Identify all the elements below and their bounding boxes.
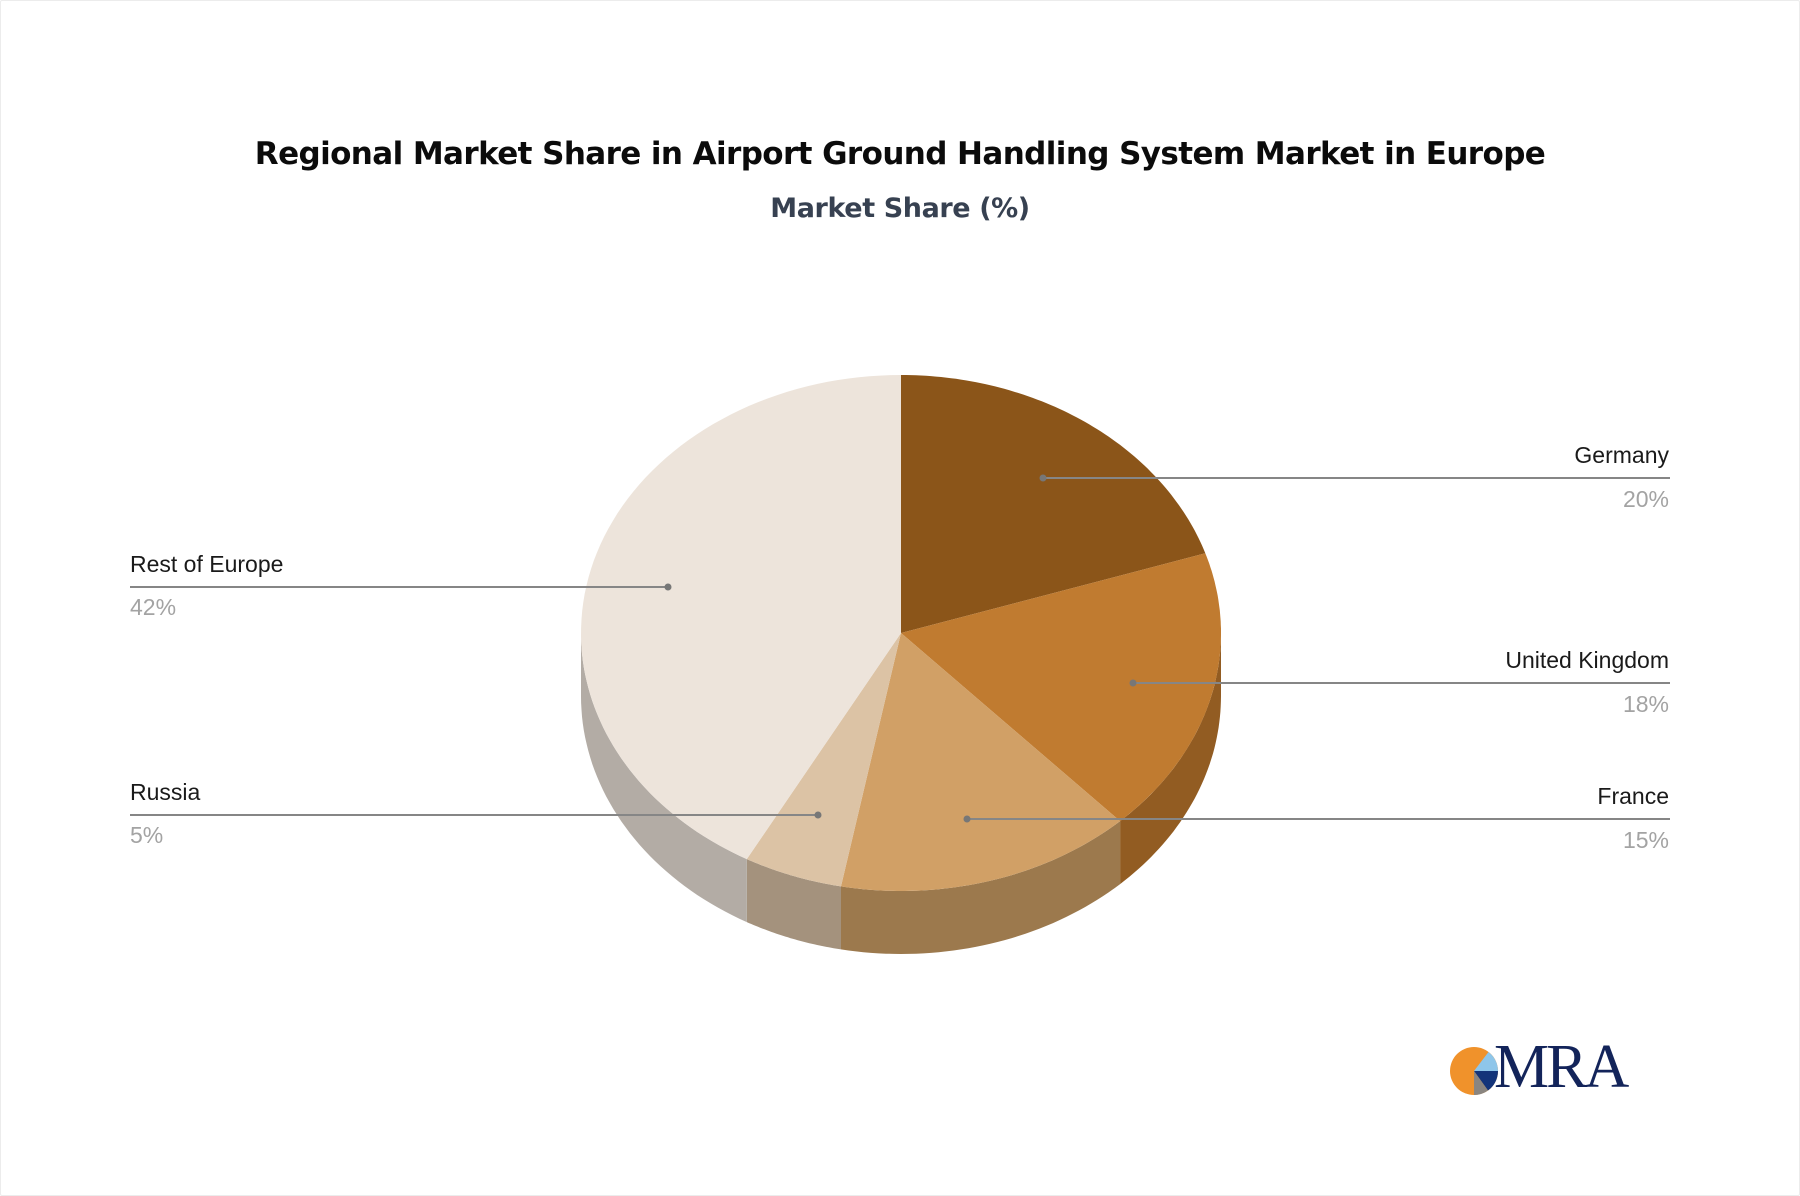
slice-side-united-kingdom (1120, 633, 1221, 885)
mra-logo-text: MRA (1494, 1033, 1629, 1101)
value-united-kingdom: 18% (1622, 691, 1669, 717)
value-rest-of-europe: 42% (130, 594, 177, 620)
slice-russia[interactable] (746, 633, 901, 887)
slice-united-kingdom[interactable] (901, 553, 1221, 822)
slice-germany[interactable] (901, 375, 1206, 633)
leader-dot-united-kingdom (1129, 679, 1137, 687)
value-france: 15% (1622, 827, 1669, 853)
leader-lines (130, 474, 1670, 823)
label-united-kingdom: United Kingdom (1505, 647, 1669, 673)
label-france: France (1597, 783, 1669, 809)
slice-rest-of-europe[interactable] (581, 375, 901, 860)
leader-dot-france (963, 815, 971, 823)
value-germany: 20% (1622, 486, 1669, 512)
mra-logo-icon (1450, 1047, 1498, 1095)
pie-side-faces (581, 633, 1221, 954)
slice-side-france (841, 821, 1121, 954)
leader-dot-russia (814, 811, 822, 819)
leader-dot-rest-of-europe (664, 583, 672, 591)
pie-top-faces (581, 375, 1221, 891)
slice-side-rest-of-europe (581, 633, 747, 923)
slice-side-russia (746, 859, 841, 950)
label-russia: Russia (130, 779, 201, 805)
slice-france[interactable] (841, 633, 1121, 891)
leader-dot-germany (1039, 474, 1047, 482)
label-rest-of-europe: Rest of Europe (130, 551, 284, 577)
chart-title: Regional Market Share in Airport Ground … (254, 136, 1546, 172)
chart-subtitle: Market Share (%) (770, 193, 1030, 224)
value-russia: 5% (130, 822, 164, 848)
label-germany: Germany (1574, 442, 1669, 468)
